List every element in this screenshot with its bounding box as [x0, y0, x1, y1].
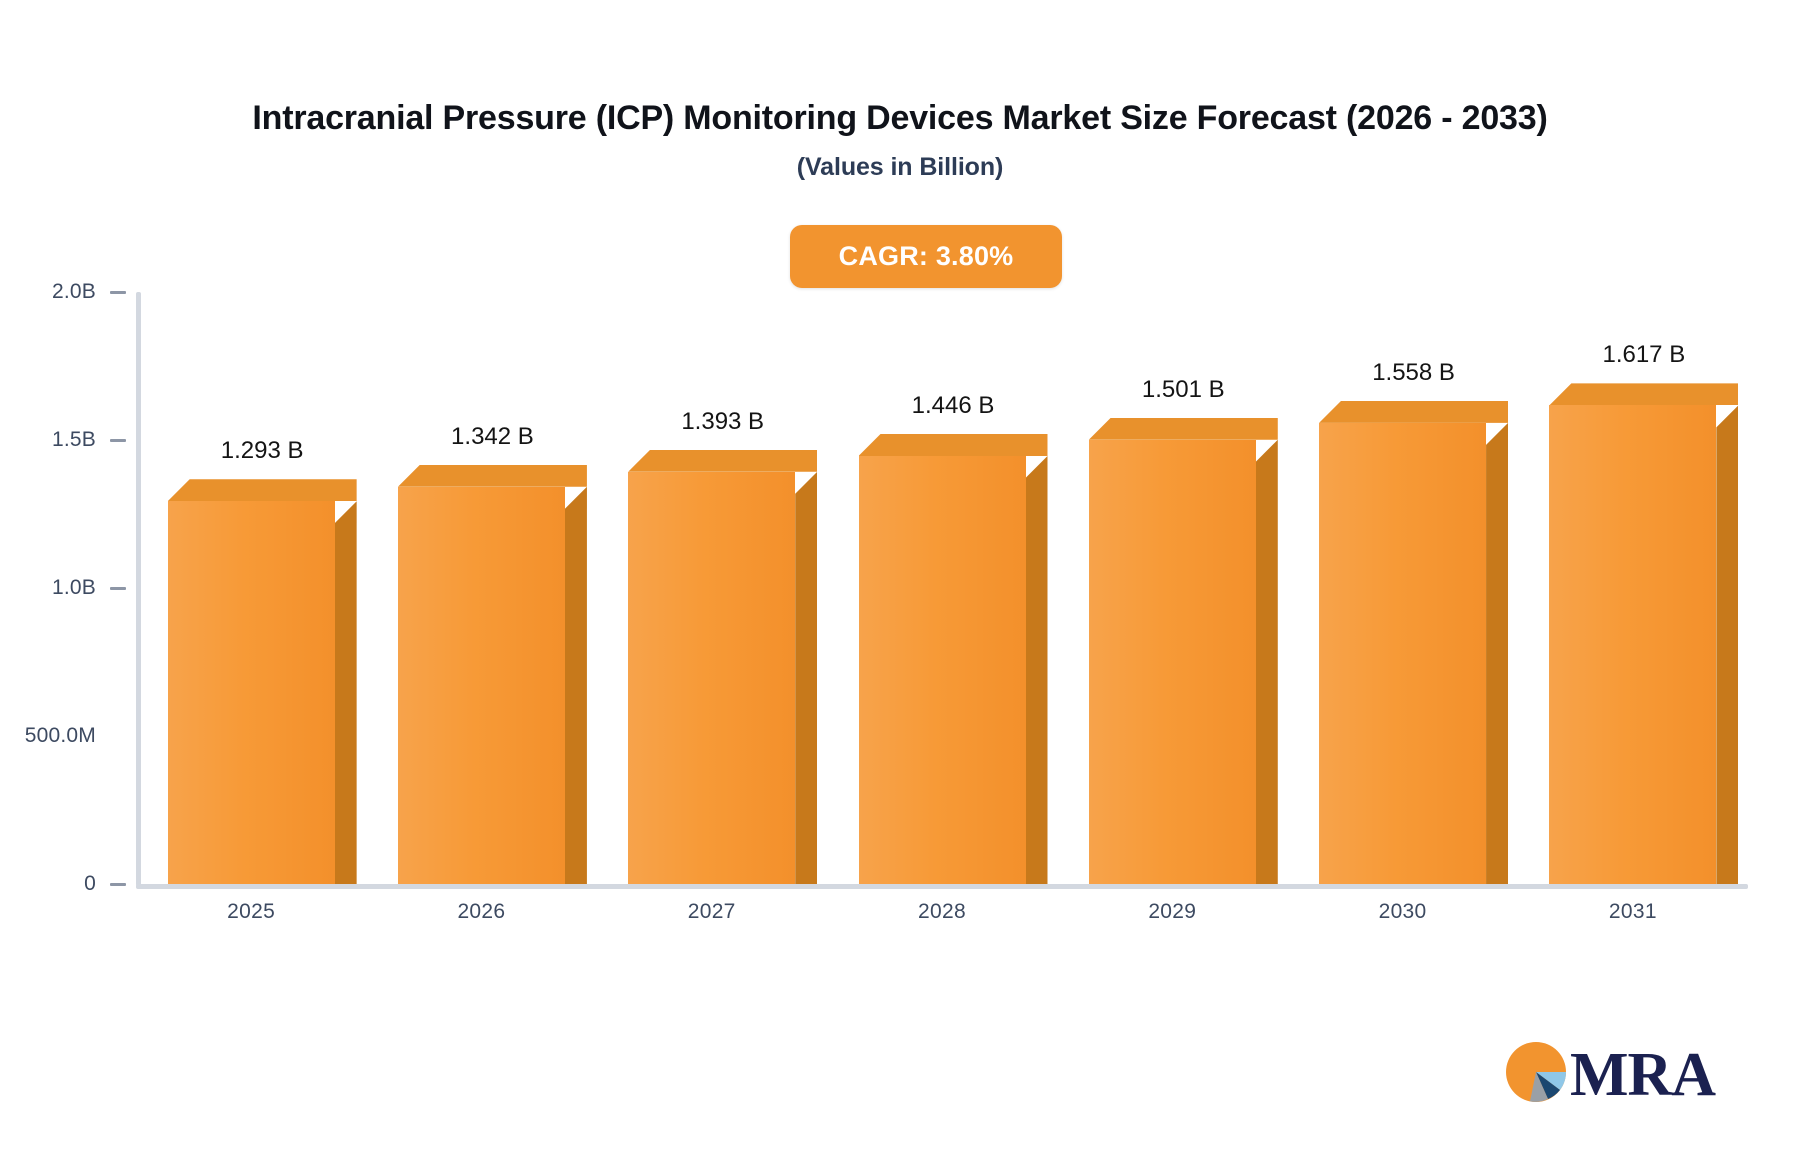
bar-value-label: 1.617 B	[1602, 341, 1686, 369]
x-axis-tick-label: 2031	[1608, 900, 1657, 923]
bar-side-face	[1025, 455, 1048, 884]
y-axis-tick-label: 1.5B	[52, 428, 96, 451]
bar	[628, 449, 818, 884]
x-axis-tick-label: 2025	[227, 900, 276, 923]
bar-side-face	[795, 471, 818, 884]
y-axis-tick: 500.0M	[0, 724, 132, 747]
y-axis-line	[136, 292, 141, 886]
y-axis-tick: 2.0B	[0, 280, 132, 303]
y-axis-tick-label: 500.0M	[24, 724, 96, 747]
cagr-badge-label: CAGR: 3.80%	[838, 241, 1014, 271]
y-axis-tick-label: 1.0B	[52, 576, 96, 599]
bar-side-face	[564, 486, 587, 884]
bar-value-label: 1.558 B	[1372, 358, 1455, 386]
y-axis-tick: 0	[0, 872, 132, 895]
bar-value-label: 1.446 B	[911, 391, 995, 419]
bar-front-face	[858, 455, 1026, 884]
bar-value-label: 1.342 B	[451, 422, 534, 450]
bar-side-face	[1716, 405, 1739, 884]
y-axis-tick: 1.0B	[0, 576, 132, 599]
bar	[1319, 400, 1509, 884]
bar	[1088, 417, 1278, 884]
y-axis-tick-mark	[110, 438, 126, 442]
bar-top-face	[858, 433, 1048, 456]
bar	[858, 433, 1048, 884]
bar-front-face	[628, 471, 796, 884]
bar-top-face	[167, 479, 357, 502]
bar-value-label: 1.501 B	[1141, 375, 1225, 403]
y-axis-tick-mark	[110, 290, 126, 294]
bar-front-face	[1088, 439, 1256, 884]
bar-front-face	[1549, 405, 1717, 884]
bar	[167, 479, 357, 884]
y-axis-tick-label: 2.0B	[52, 280, 96, 303]
y-axis-tick-mark	[110, 586, 126, 590]
x-axis-line	[136, 884, 1748, 889]
bar-top-face	[1319, 400, 1509, 423]
y-axis-tick-mark	[110, 882, 126, 886]
bar	[397, 464, 587, 884]
bar-value-label: 1.293 B	[220, 437, 304, 465]
x-axis-tick-label: 2029	[1148, 900, 1197, 923]
bar-front-face	[397, 486, 565, 884]
bar	[1549, 383, 1739, 884]
chart-title: Intracranial Pressure (ICP) Monitoring D…	[252, 99, 1548, 137]
x-axis-tick-label: 2026	[457, 900, 506, 923]
bar-side-face	[1486, 422, 1509, 884]
bars-layer	[136, 292, 1748, 884]
bar-top-face	[628, 449, 818, 472]
bar-front-face	[167, 501, 335, 884]
y-axis-tick-label: 0	[84, 872, 96, 895]
bar-side-face	[1255, 439, 1278, 884]
bar-side-face	[334, 501, 357, 884]
cagr-badge: CAGR: 3.80%	[790, 225, 1062, 288]
mra-logo: MRA	[1504, 1040, 1716, 1109]
bar-front-face	[1319, 422, 1487, 884]
y-axis-tick: 1.5B	[0, 428, 132, 451]
chart-subtitle: (Values in Billion)	[796, 152, 1004, 181]
pie-chart-icon	[1504, 1040, 1568, 1109]
x-axis-tick-label: 2028	[918, 900, 966, 923]
bar-top-face	[1088, 417, 1278, 440]
bar-top-face	[1549, 383, 1739, 406]
logo-wordmark: MRA	[1570, 1040, 1716, 1109]
bar-value-label: 1.393 B	[681, 407, 765, 435]
chart-header: Intracranial Pressure (ICP) Monitoring D…	[0, 98, 1800, 182]
x-axis-tick-label: 2027	[687, 900, 736, 923]
bar-top-face	[397, 464, 587, 487]
x-axis-tick-label: 2030	[1378, 900, 1427, 923]
